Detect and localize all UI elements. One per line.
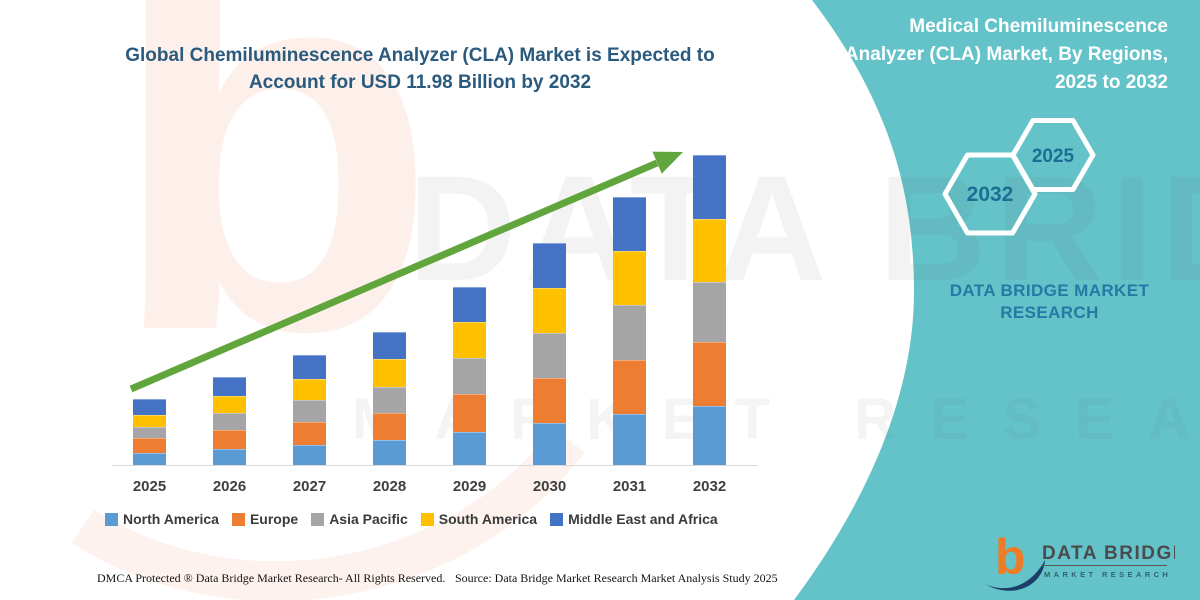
bar-segment-south-america: [373, 359, 406, 387]
teal-shape: [794, 0, 1200, 600]
bar-segment-middle-east-and-africa: [293, 355, 326, 379]
legend-item-north-america: North America: [105, 511, 219, 527]
side-panel-title-line1: Medical Chemiluminescence: [909, 16, 1168, 37]
bar-segment-europe: [213, 430, 246, 449]
logo-subtitle-text: MARKET RESEARCH: [1044, 570, 1171, 579]
x-axis-label: 2028: [372, 478, 407, 495]
footer-dmca-text: DMCA Protected ® Data Bridge Market Rese…: [97, 571, 446, 585]
chart-title: Global Chemiluminescence Analyzer (CLA) …: [96, 42, 744, 96]
chart-title-line1: Global Chemiluminescence Analyzer (CLA) …: [125, 45, 715, 66]
footer-source-text: Source: Data Bridge Market Research Mark…: [455, 571, 778, 585]
bar-2029: [453, 287, 486, 466]
legend-item-asia-pacific: Asia Pacific: [311, 511, 408, 527]
bar-segment-europe: [133, 438, 166, 453]
bar-2030: [533, 243, 566, 466]
side-panel-title-line3: 2025 to 2032: [1054, 72, 1168, 93]
legend-swatch: [420, 512, 434, 526]
bar-segment-europe: [453, 394, 486, 432]
logo-name-text: DATA BRIDGE: [1042, 543, 1175, 564]
bar-segment-europe: [613, 360, 646, 414]
bar-segment-europe: [693, 342, 726, 406]
bar-segment-north-america: [453, 432, 486, 466]
bar-2032: [693, 155, 726, 466]
bar-segment-south-america: [693, 219, 726, 282]
bar-segment-middle-east-and-africa: [613, 197, 646, 251]
bar-segment-north-america: [693, 406, 726, 466]
legend-item-middle-east-and-africa: Middle East and Africa: [550, 511, 718, 527]
bar-segment-north-america: [293, 445, 326, 466]
bar-segment-middle-east-and-africa: [693, 155, 726, 219]
bar-2026: [213, 377, 246, 466]
bar-segment-south-america: [613, 251, 646, 305]
legend-label: Middle East and Africa: [568, 511, 718, 527]
bar-segment-asia-pacific: [613, 305, 646, 360]
legend-item-europe: Europe: [231, 511, 299, 527]
bar-segment-asia-pacific: [213, 413, 246, 430]
bar-segment-asia-pacific: [293, 400, 326, 422]
legend-swatch: [311, 512, 325, 526]
legend-swatch: [550, 512, 564, 526]
side-panel-title: Medical Chemiluminescence Analyzer (CLA)…: [838, 13, 1168, 97]
x-axis-label: 2025: [132, 478, 167, 495]
bar-segment-south-america: [453, 322, 486, 358]
bar-2031: [613, 197, 646, 466]
bar-segment-north-america: [213, 449, 246, 466]
bar-2025: [133, 399, 166, 466]
bar-2027: [293, 355, 326, 466]
bar-segment-middle-east-and-africa: [533, 243, 566, 288]
x-axis-label: 2027: [292, 478, 327, 495]
bar-segment-europe: [533, 378, 566, 423]
chart-title-line2: Account for USD 11.98 Billion by 2032: [248, 72, 592, 93]
bar-segment-south-america: [213, 396, 246, 413]
legend-label: Europe: [249, 511, 299, 527]
bar-segment-middle-east-and-africa: [453, 287, 486, 322]
hexagon-2032-label: 2032: [967, 183, 1014, 206]
legend-swatch: [105, 512, 118, 526]
bar-2028: [373, 332, 406, 466]
x-axis-label: 2032: [692, 478, 727, 495]
bar-segment-north-america: [133, 453, 166, 466]
bar-segment-asia-pacific: [533, 333, 566, 378]
bar-segment-south-america: [533, 288, 566, 333]
bar-segment-asia-pacific: [693, 282, 726, 342]
bar-segment-south-america: [293, 379, 326, 400]
bar-segment-north-america: [373, 440, 406, 466]
side-panel-title-line2: Analyzer (CLA) Market, By Regions,: [844, 44, 1168, 65]
x-axis-label: 2029: [452, 478, 487, 495]
legend-label: Asia Pacific: [329, 511, 408, 527]
legend-label: South America: [438, 511, 538, 527]
x-axis-line: [112, 465, 758, 466]
x-axis-label: 2026: [212, 478, 247, 495]
bar-segment-europe: [373, 413, 406, 440]
brand-caption: DATA BRIDGE MARKET RESEARCH: [949, 281, 1150, 322]
bar-segment-europe: [293, 422, 326, 445]
bar-segment-south-america: [133, 415, 166, 427]
legend-item-south-america: South America: [420, 511, 538, 527]
year-hexagons: 2032 2025: [942, 118, 1096, 236]
hexagon-2032: [942, 152, 1038, 236]
logo-b-glyph: b: [995, 529, 1026, 585]
bar-segment-asia-pacific: [373, 387, 406, 413]
bar-segment-middle-east-and-africa: [213, 377, 246, 396]
bar-segment-asia-pacific: [133, 427, 166, 438]
bar-segment-north-america: [533, 423, 566, 466]
logo-swoosh: [985, 560, 1045, 591]
bar-segment-middle-east-and-africa: [373, 332, 406, 359]
x-axis-label: 2031: [612, 478, 647, 495]
legend-label: North America: [123, 511, 219, 527]
bar-segment-middle-east-and-africa: [133, 399, 166, 415]
x-axis-label: 2030: [532, 478, 567, 495]
legend-swatch: [231, 512, 245, 526]
hexagon-2025-label: 2025: [1032, 146, 1075, 167]
chart-legend: North America Europe Asia Pacific South Ame…: [105, 511, 718, 527]
bar-segment-north-america: [613, 414, 646, 466]
bar-segment-asia-pacific: [453, 358, 486, 394]
data-bridge-logo: b DATA BRIDGE MARKET RESEARCH: [985, 529, 1175, 591]
